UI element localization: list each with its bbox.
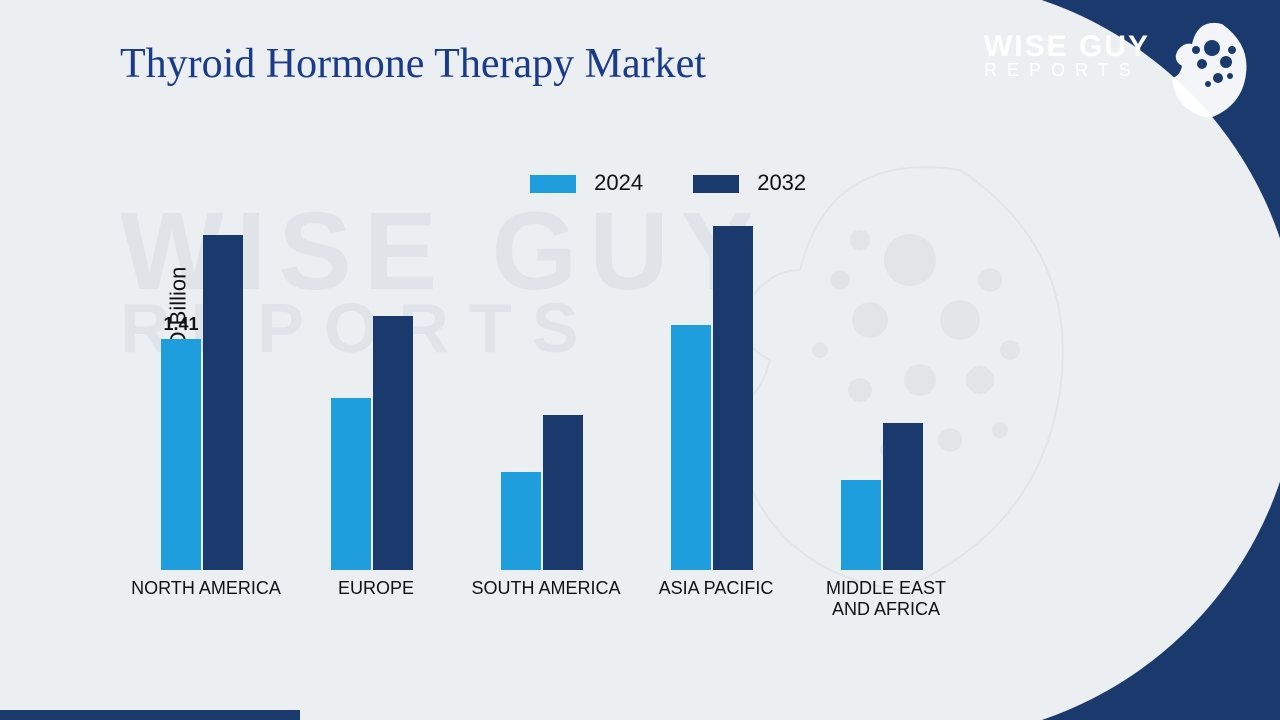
plot-area: 1.41NORTH AMERICAEUROPESOUTH AMERICAASIA… <box>130 210 951 570</box>
x-axis-label: ASIA PACIFIC <box>641 578 791 599</box>
bar-2032 <box>543 415 583 570</box>
brand-line2: REPORTS <box>984 60 1150 81</box>
bar-2024 <box>501 472 541 570</box>
bar-2024 <box>671 325 711 570</box>
brand-head-icon <box>1160 20 1250 120</box>
bar-value-label: 1.41 <box>151 314 211 335</box>
bar-2024 <box>841 480 881 570</box>
bar-2024 <box>161 339 201 570</box>
chart-title: Thyroid Hormone Therapy Market <box>120 40 706 88</box>
bar-2032 <box>883 423 923 570</box>
bar-chart: Market Size in USD Billion 1.41NORTH AME… <box>100 170 960 620</box>
bar-2032 <box>373 316 413 570</box>
bar-2024 <box>331 398 371 570</box>
bottom-accent-bar <box>0 710 300 720</box>
x-axis-label: EUROPE <box>301 578 451 599</box>
brand-line1: WISE GUY <box>984 30 1150 64</box>
x-axis-label: MIDDLE EAST AND AFRICA <box>811 578 961 619</box>
stage: WISE GUY REPORTS Thyroid Hormone Therapy… <box>0 0 1280 720</box>
bar-2032 <box>203 235 243 570</box>
bar-2032 <box>713 226 753 570</box>
x-axis-label: NORTH AMERICA <box>131 578 281 599</box>
x-axis-label: SOUTH AMERICA <box>471 578 621 599</box>
brand-logo: WISE GUY REPORTS <box>984 30 1150 81</box>
